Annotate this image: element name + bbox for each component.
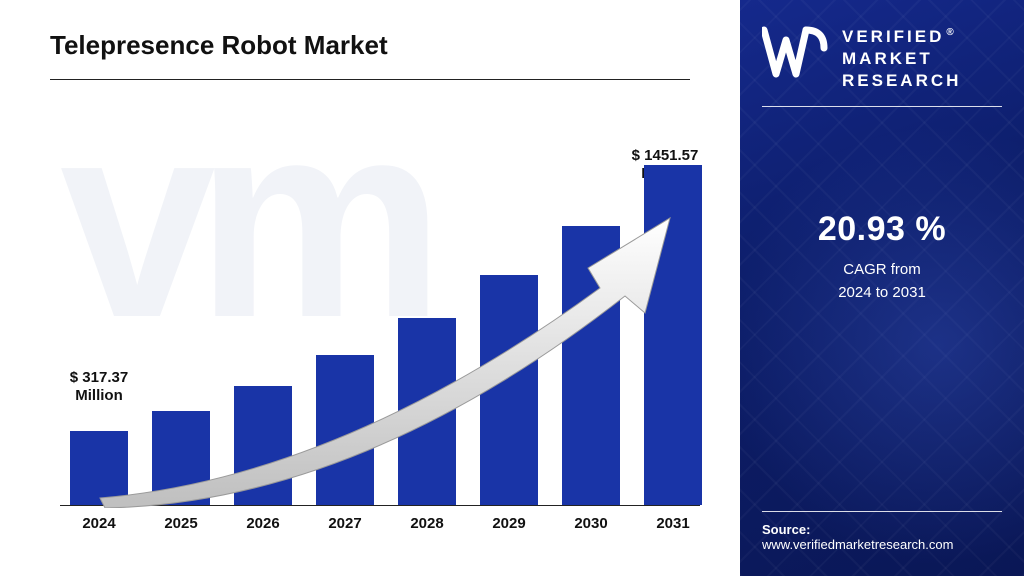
source-label: Source: [762,522,1002,537]
bar [562,226,620,505]
x-axis-label: 2024 [70,515,128,532]
cagr-label-line: CAGR from [843,261,921,278]
bar-group [480,275,538,505]
bar [644,165,702,505]
cagr-label-line: 2024 to 2031 [838,284,926,301]
brand-line: VERIFIED [842,27,944,46]
registered-mark-icon: ® [946,27,956,38]
cagr-value: 20.93 % [740,210,1024,249]
bar [316,355,374,505]
bar [480,275,538,505]
right-panel: VERIFIED® MARKET RESEARCH 20.93 % CAGR f… [740,0,1024,576]
x-axis-label: 2031 [644,515,702,532]
bar-chart: $ 317.37 Million $ 1451.57 Million 20242… [60,156,700,536]
x-axis-label: 2030 [562,515,620,532]
brand-text: VERIFIED® MARKET RESEARCH [842,26,961,92]
brand-line: RESEARCH [842,70,961,92]
bar-group [398,318,456,505]
left-panel: vm Telepresence Robot Market $ 317.37 Mi… [0,0,740,576]
bar [70,431,128,505]
cagr-block: 20.93 % CAGR from 2024 to 2031 [740,210,1024,304]
bar [398,318,456,505]
page-title: Telepresence Robot Market [50,30,700,61]
x-axis-labels: 2024 2025 2026 2027 2028 2029 2030 2031 [70,515,702,532]
bar-group [562,226,620,505]
bar [234,386,292,505]
bars-row [60,156,700,506]
source-url: www.verifiedmarketresearch.com [762,537,1002,552]
x-axis-label: 2028 [398,515,456,532]
x-axis-label: 2025 [152,515,210,532]
brand-block: VERIFIED® MARKET RESEARCH [762,26,1002,92]
source-rule [762,511,1002,512]
x-axis-label: 2029 [480,515,538,532]
bar-group [70,431,128,505]
x-axis-label: 2026 [234,515,292,532]
cagr-label: CAGR from 2024 to 2031 [740,259,1024,304]
brand-logo-icon [762,26,832,84]
brand-underline [762,106,1002,107]
bar-group [316,355,374,505]
bar-group [152,411,210,505]
x-axis-label: 2027 [316,515,374,532]
bar [152,411,210,505]
title-underline [50,79,690,80]
source-block: Source: www.verifiedmarketresearch.com [762,511,1002,552]
bar-group [234,386,292,505]
brand-line: MARKET [842,48,961,70]
bar-group [644,165,702,505]
